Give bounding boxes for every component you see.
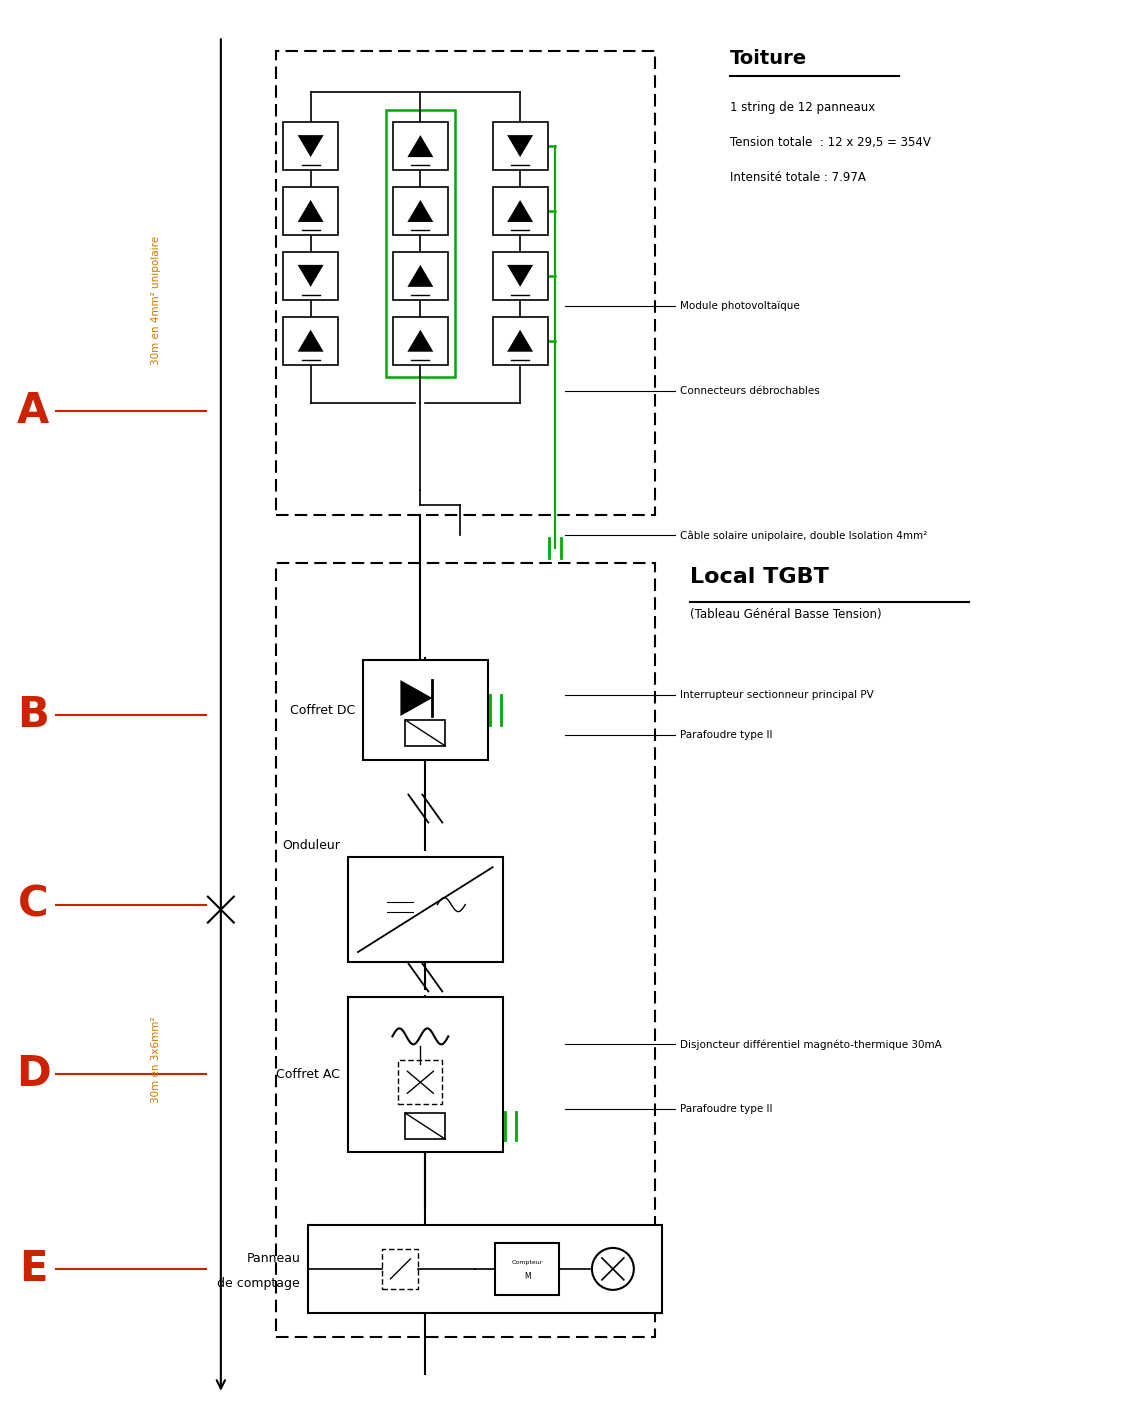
Polygon shape bbox=[507, 266, 533, 287]
Bar bbox=[399, 1061, 443, 1105]
Polygon shape bbox=[408, 329, 434, 352]
Text: Parafoudre type II: Parafoudre type II bbox=[680, 1105, 772, 1115]
Bar bbox=[495, 1242, 558, 1295]
Text: Parafoudre type II: Parafoudre type II bbox=[680, 730, 772, 740]
Bar bbox=[348, 997, 502, 1152]
Text: Onduleur: Onduleur bbox=[283, 839, 340, 852]
Polygon shape bbox=[507, 135, 533, 158]
Text: Disjoncteur différentiel magnéto-thermique 30mA: Disjoncteur différentiel magnéto-thermiq… bbox=[680, 1039, 941, 1049]
Bar bbox=[493, 251, 547, 300]
Text: 30m en 4mm² unipolaire: 30m en 4mm² unipolaire bbox=[151, 236, 161, 365]
Polygon shape bbox=[297, 135, 323, 158]
Polygon shape bbox=[297, 329, 323, 352]
Bar bbox=[493, 317, 547, 365]
Bar bbox=[393, 122, 448, 170]
Bar bbox=[393, 187, 448, 234]
Text: (Tableau Général Basse Tension): (Tableau Général Basse Tension) bbox=[690, 608, 882, 621]
Bar bbox=[284, 122, 338, 170]
Polygon shape bbox=[507, 329, 533, 352]
Text: Coffret DC: Coffret DC bbox=[289, 703, 355, 717]
Text: Intensité totale : 7.97A: Intensité totale : 7.97A bbox=[730, 170, 866, 185]
Polygon shape bbox=[408, 266, 434, 287]
Bar bbox=[405, 1113, 445, 1139]
Bar bbox=[405, 720, 445, 746]
Text: Module photovoltaïque: Module photovoltaïque bbox=[680, 301, 799, 311]
Text: Panneau: Panneau bbox=[247, 1252, 301, 1265]
Text: C: C bbox=[18, 883, 48, 926]
Text: E: E bbox=[19, 1248, 47, 1289]
Text: B: B bbox=[17, 694, 50, 736]
Text: A: A bbox=[17, 389, 50, 432]
Circle shape bbox=[592, 1248, 634, 1289]
Bar bbox=[393, 317, 448, 365]
Text: Interrupteur sectionneur principal PV: Interrupteur sectionneur principal PV bbox=[680, 690, 874, 700]
Text: 30m en 3x6mm²: 30m en 3x6mm² bbox=[151, 1017, 161, 1102]
Text: Tension totale  : 12 x 29,5 = 354V: Tension totale : 12 x 29,5 = 354V bbox=[730, 136, 930, 149]
Bar bbox=[284, 187, 338, 234]
Text: 1 string de 12 panneaux: 1 string de 12 panneaux bbox=[730, 101, 875, 114]
Bar bbox=[276, 564, 655, 1336]
Polygon shape bbox=[408, 200, 434, 222]
Polygon shape bbox=[408, 135, 434, 158]
Text: Compteur: Compteur bbox=[511, 1261, 543, 1265]
Polygon shape bbox=[297, 200, 323, 222]
Text: M: M bbox=[524, 1272, 530, 1281]
Text: Coffret AC: Coffret AC bbox=[276, 1068, 340, 1081]
Bar bbox=[276, 51, 655, 515]
Text: Local TGBT: Local TGBT bbox=[690, 567, 829, 588]
Bar bbox=[284, 317, 338, 365]
Bar bbox=[309, 1225, 662, 1314]
Bar bbox=[393, 251, 448, 300]
Bar bbox=[386, 111, 455, 376]
Polygon shape bbox=[507, 200, 533, 222]
Text: D: D bbox=[16, 1054, 51, 1095]
Bar bbox=[493, 187, 547, 234]
Polygon shape bbox=[297, 266, 323, 287]
Text: Toiture: Toiture bbox=[730, 50, 806, 68]
Bar bbox=[363, 660, 488, 760]
Bar bbox=[493, 122, 547, 170]
Bar bbox=[284, 251, 338, 300]
Bar bbox=[383, 1250, 419, 1289]
Text: de comptage: de comptage bbox=[217, 1278, 301, 1291]
Text: Câble solaire unipolaire, double Isolation 4mm²: Câble solaire unipolaire, double Isolati… bbox=[680, 530, 927, 541]
Bar bbox=[348, 858, 502, 961]
Polygon shape bbox=[401, 680, 432, 716]
Text: Connecteurs débrochables: Connecteurs débrochables bbox=[680, 386, 820, 396]
